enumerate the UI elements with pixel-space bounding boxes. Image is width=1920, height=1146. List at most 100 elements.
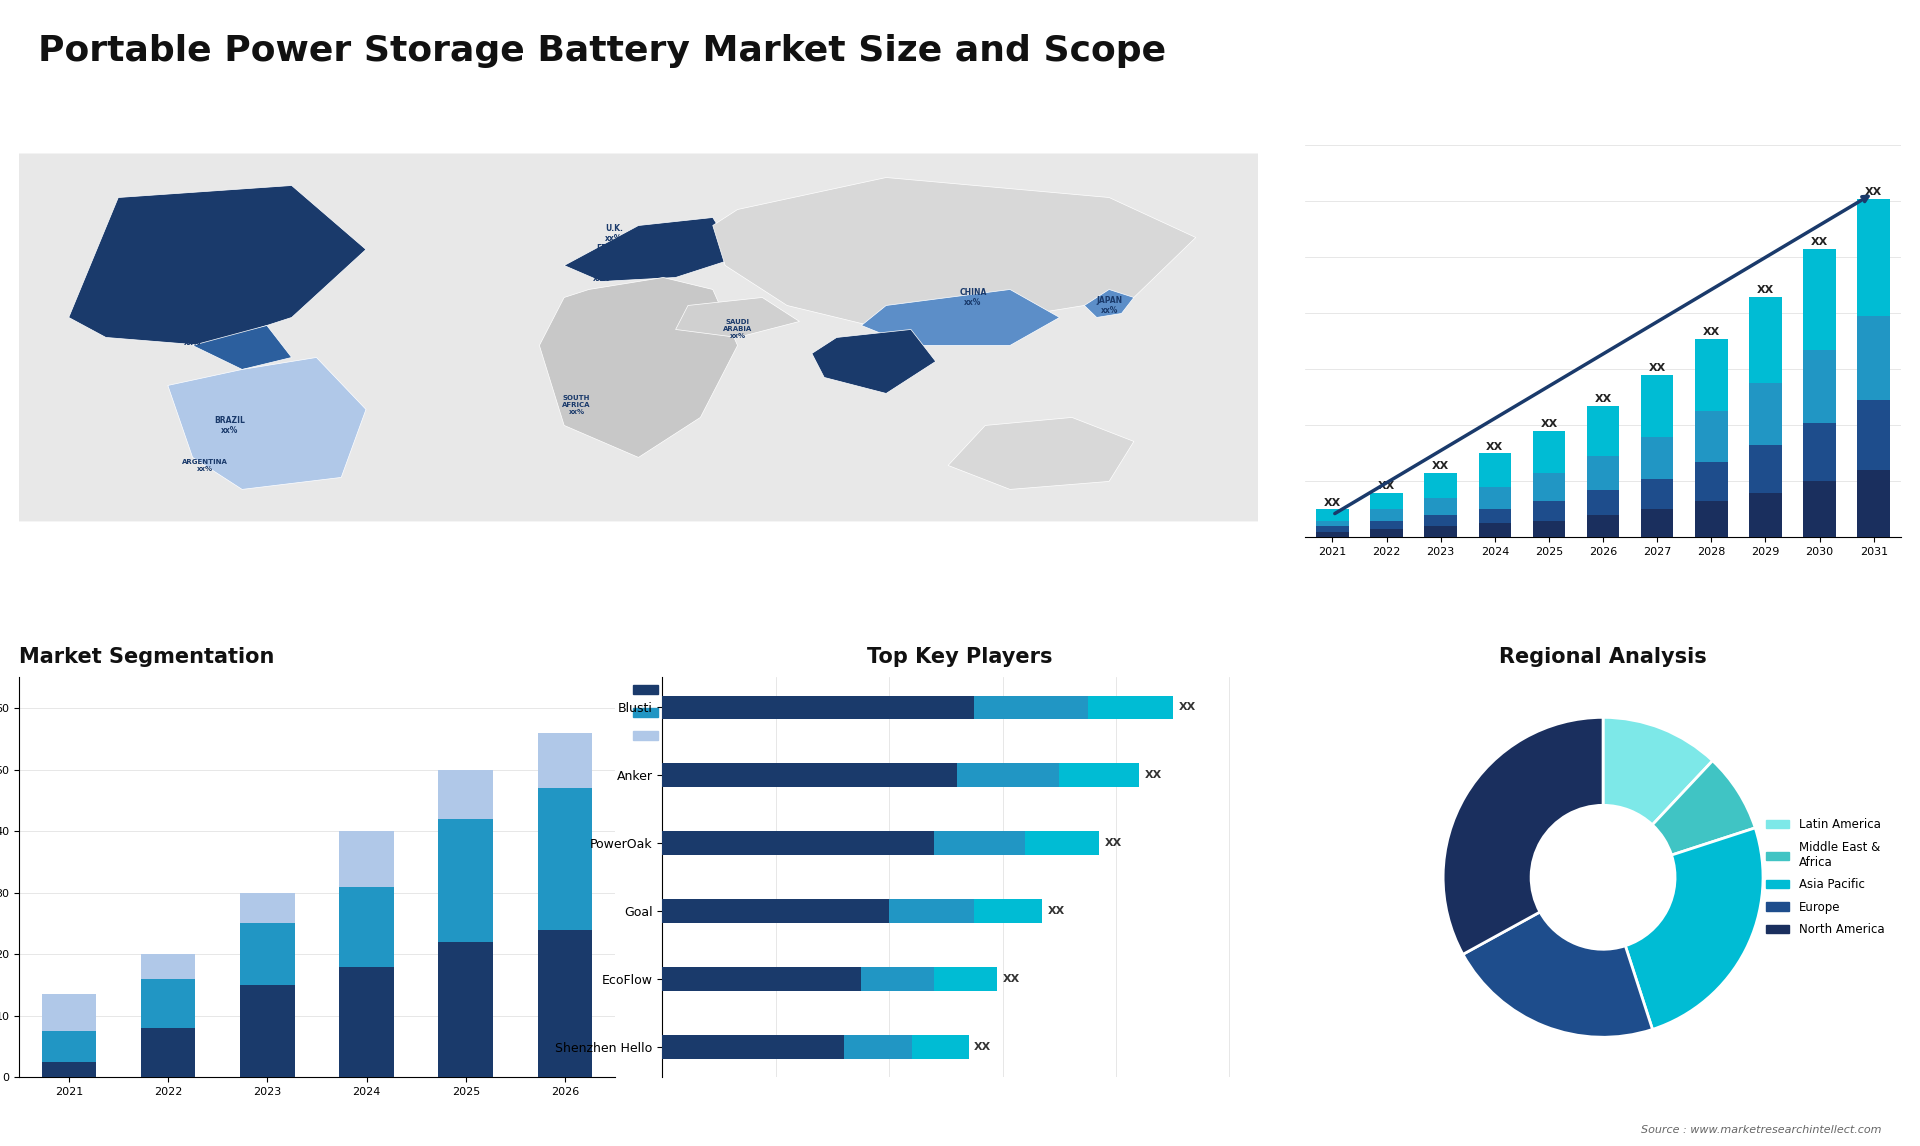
Text: CHINA
xx%: CHINA xx% xyxy=(960,288,987,307)
Bar xyxy=(1478,454,1511,487)
Text: SPAIN
xx%: SPAIN xx% xyxy=(589,264,614,283)
Text: XX: XX xyxy=(1104,839,1121,848)
Bar xyxy=(1803,481,1836,537)
Text: XX: XX xyxy=(1594,394,1611,405)
Bar xyxy=(340,831,394,887)
Wedge shape xyxy=(1444,717,1603,955)
Bar xyxy=(889,900,973,924)
Bar xyxy=(1857,470,1889,537)
Bar xyxy=(1749,445,1782,493)
Polygon shape xyxy=(712,178,1196,329)
Bar xyxy=(240,893,294,924)
Bar xyxy=(1317,532,1348,537)
Bar xyxy=(1371,520,1404,529)
Bar xyxy=(1803,350,1836,423)
Text: INDIA
xx%: INDIA xx% xyxy=(849,360,874,379)
Wedge shape xyxy=(1603,717,1713,825)
Bar xyxy=(1478,524,1511,537)
Bar xyxy=(42,995,96,1031)
Bar xyxy=(1803,423,1836,481)
Bar xyxy=(662,832,935,855)
Text: XX: XX xyxy=(1379,481,1396,490)
Text: XX: XX xyxy=(1703,327,1720,337)
Text: FRANCE
xx%: FRANCE xx% xyxy=(597,244,632,264)
Bar xyxy=(1425,499,1457,515)
Text: ARGENTINA
xx%: ARGENTINA xx% xyxy=(182,458,228,472)
Bar xyxy=(1532,520,1565,537)
Bar xyxy=(973,900,1043,924)
Text: SOUTH
AFRICA
xx%: SOUTH AFRICA xx% xyxy=(563,395,591,416)
Bar xyxy=(538,929,591,1077)
Text: ITALY
xx%: ITALY xx% xyxy=(639,256,662,275)
Wedge shape xyxy=(1463,912,1653,1037)
Text: XX: XX xyxy=(1757,285,1774,295)
Text: XX: XX xyxy=(1864,187,1882,197)
Text: XX: XX xyxy=(1540,419,1557,430)
Bar xyxy=(1425,515,1457,526)
Bar xyxy=(1642,479,1674,509)
Bar xyxy=(1025,832,1098,855)
Bar xyxy=(140,979,196,1028)
Text: SAUDI
ARABIA
xx%: SAUDI ARABIA xx% xyxy=(724,320,753,339)
Text: XX: XX xyxy=(1432,462,1450,471)
Legend: Latin America, Middle East &
Africa, Asia Pacific, Europe, North America: Latin America, Middle East & Africa, Asi… xyxy=(1761,814,1889,941)
Polygon shape xyxy=(564,218,737,282)
Bar xyxy=(1749,384,1782,445)
Bar xyxy=(1371,493,1404,509)
Bar xyxy=(973,696,1087,720)
Text: XX: XX xyxy=(1649,363,1667,374)
Bar xyxy=(912,1035,968,1059)
Polygon shape xyxy=(1085,290,1135,317)
Bar xyxy=(1695,462,1728,501)
Text: XX: XX xyxy=(973,1042,991,1052)
Bar xyxy=(935,967,996,991)
Bar xyxy=(662,696,973,720)
Bar xyxy=(1803,249,1836,350)
Text: CANADA
xx%: CANADA xx% xyxy=(136,220,175,240)
Text: Portable Power Storage Battery Market Size and Scope: Portable Power Storage Battery Market Si… xyxy=(38,34,1167,69)
Bar xyxy=(1087,696,1173,720)
Bar xyxy=(1060,763,1139,787)
Bar xyxy=(1425,473,1457,499)
Bar xyxy=(1857,316,1889,400)
Bar xyxy=(1317,509,1348,520)
Bar xyxy=(240,984,294,1077)
Bar xyxy=(662,900,889,924)
Wedge shape xyxy=(1653,761,1755,855)
Bar xyxy=(1317,520,1348,526)
Bar xyxy=(662,763,958,787)
Text: MEXICO
xx%: MEXICO xx% xyxy=(175,328,209,347)
Text: BRAZIL
xx%: BRAZIL xx% xyxy=(215,416,246,435)
Bar xyxy=(140,955,196,979)
Bar xyxy=(1642,375,1674,437)
Bar xyxy=(1695,338,1728,411)
Text: JAPAN
xx%: JAPAN xx% xyxy=(1096,296,1121,315)
Bar xyxy=(438,942,493,1077)
Polygon shape xyxy=(812,329,935,393)
Polygon shape xyxy=(192,325,292,369)
Polygon shape xyxy=(167,358,367,489)
Bar xyxy=(1695,501,1728,537)
Polygon shape xyxy=(540,277,737,457)
Bar xyxy=(1478,509,1511,524)
Text: XX: XX xyxy=(1323,497,1340,508)
Text: GERMANY
xx%: GERMANY xx% xyxy=(641,231,685,251)
FancyBboxPatch shape xyxy=(8,154,1271,521)
Bar xyxy=(140,1028,196,1077)
Text: XX: XX xyxy=(1002,974,1020,984)
Bar xyxy=(958,763,1060,787)
Text: XX: XX xyxy=(1144,770,1162,780)
Bar xyxy=(1642,509,1674,537)
Bar xyxy=(42,1031,96,1062)
Bar xyxy=(1532,501,1565,520)
Bar xyxy=(1749,493,1782,537)
Text: XX: XX xyxy=(1048,906,1066,917)
Bar xyxy=(538,788,591,929)
Bar xyxy=(1371,509,1404,520)
Title: Top Key Players: Top Key Players xyxy=(868,647,1052,667)
Bar xyxy=(340,887,394,966)
Bar xyxy=(1425,526,1457,537)
Text: U.S.
xx%: U.S. xx% xyxy=(96,280,115,299)
Wedge shape xyxy=(1626,827,1763,1029)
Legend: Type, Application, Geography: Type, Application, Geography xyxy=(634,684,737,743)
